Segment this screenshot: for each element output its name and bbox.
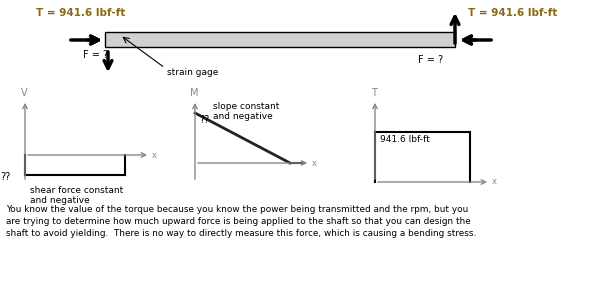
Text: T: T [371,88,377,98]
Text: F = ?: F = ? [83,50,108,60]
Text: M: M [190,88,198,98]
Text: x: x [312,159,317,168]
Text: and negative: and negative [30,196,90,205]
Text: F = ?: F = ? [418,55,443,65]
Text: x: x [152,151,157,159]
Text: slope constant: slope constant [213,102,279,111]
Text: shaft to avoid yielding.  There is no way to directly measure this force, which : shaft to avoid yielding. There is no way… [6,229,476,238]
Text: T = 941.6 lbf-ft: T = 941.6 lbf-ft [36,8,126,18]
Text: x: x [492,178,497,187]
Text: strain gage: strain gage [167,68,218,77]
Text: 941.6 lbf-ft: 941.6 lbf-ft [380,135,430,144]
Text: are trying to determine how much upward force is being applied to the shaft so t: are trying to determine how much upward … [6,217,471,226]
Text: V: V [21,88,27,98]
Bar [105,32,455,47]
Text: You know the value of the torque because you know the power being transmitted an: You know the value of the torque because… [6,205,468,214]
Text: shear force constant: shear force constant [30,186,123,195]
Text: and negative: and negative [213,112,273,121]
Text: T = 941.6 lbf-ft: T = 941.6 lbf-ft [468,8,558,18]
Text: ??: ?? [199,115,209,125]
Text: ??: ?? [1,172,11,182]
